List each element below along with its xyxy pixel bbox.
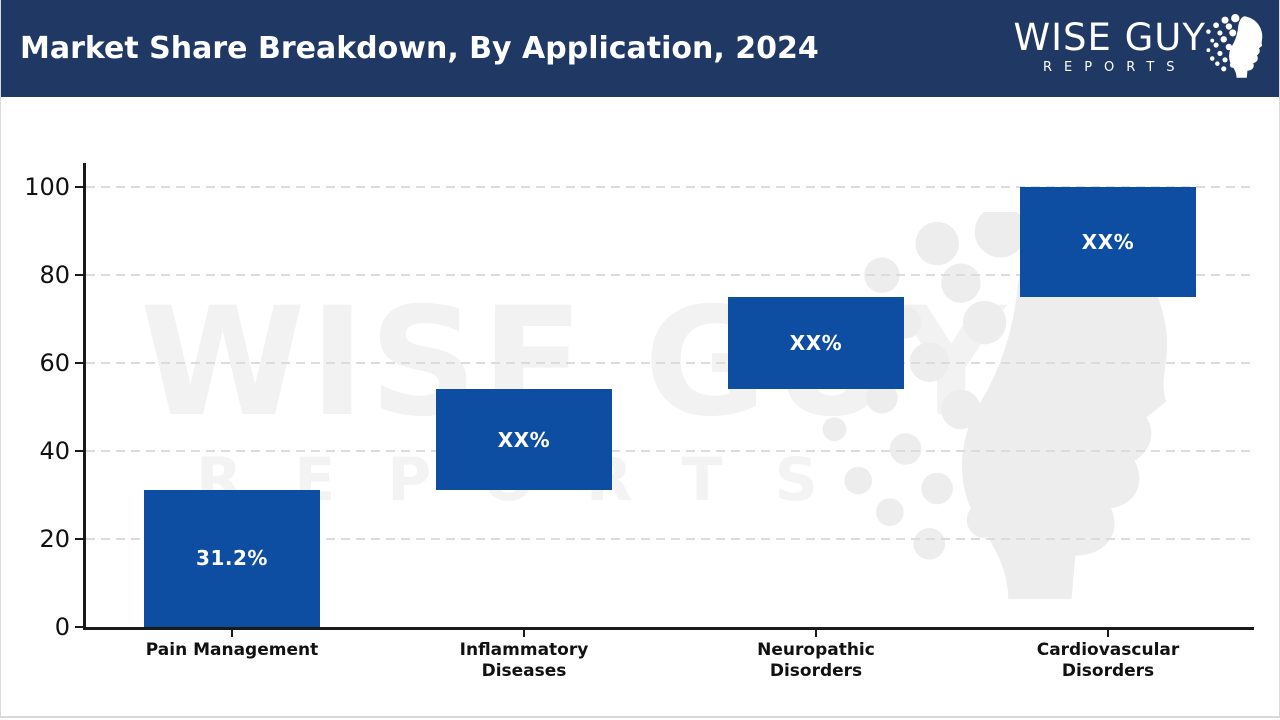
bar-value-label: 31.2% — [196, 546, 268, 571]
y-tick-label: 20 — [39, 525, 70, 553]
category-label: Neuropathic Disorders — [757, 640, 875, 681]
category-label: Inflammatory Diseases — [459, 640, 589, 681]
gridline — [86, 362, 1254, 364]
y-tick-mark — [75, 450, 83, 452]
y-tick-mark — [75, 362, 83, 364]
y-axis-spine — [83, 163, 86, 630]
y-tick-mark — [75, 186, 83, 188]
x-axis-spine — [83, 627, 1254, 630]
y-tick-mark — [75, 274, 83, 276]
bar-value-label: XX% — [497, 427, 551, 452]
bar-segment: 31.2% — [144, 489, 320, 627]
brand-text: WISE GUY REPORTS — [1014, 19, 1206, 75]
x-tick-mark — [231, 630, 233, 637]
x-tick-mark — [523, 630, 525, 637]
brand-logo: WISE GUY REPORTS — [1014, 6, 1266, 88]
bar-value-label: XX% — [789, 331, 843, 356]
category-label: Cardiovascular Disorders — [1036, 640, 1180, 681]
x-tick-mark — [815, 630, 817, 637]
y-tick-label: 80 — [39, 261, 70, 289]
brand-subtitle: REPORTS — [1042, 60, 1187, 75]
y-tick-mark — [75, 626, 83, 628]
header: Market Share Breakdown, By Application, … — [0, 0, 1280, 97]
gridline — [86, 186, 1254, 188]
gridline — [86, 538, 1254, 540]
y-tick-label: 100 — [24, 173, 70, 201]
y-tick-label: 0 — [54, 613, 70, 641]
bar-segment: XX% — [728, 297, 904, 390]
y-tick-mark — [75, 538, 83, 540]
bar-segment: XX% — [436, 389, 612, 490]
dotted-face-profile-icon — [1206, 14, 1263, 78]
chart-title: Market Share Breakdown, By Application, … — [20, 31, 819, 66]
brand-wordmark: WISE GUY — [1013, 16, 1206, 59]
bar-segment: XX% — [1020, 187, 1196, 297]
gridline — [86, 450, 1254, 452]
bar-value-label: XX% — [1081, 230, 1135, 254]
y-tick-label: 40 — [39, 437, 70, 465]
y-tick-label: 60 — [39, 349, 70, 377]
x-tick-mark — [1107, 630, 1109, 637]
gridline — [86, 274, 1254, 276]
category-label: Pain Management — [145, 640, 319, 660]
